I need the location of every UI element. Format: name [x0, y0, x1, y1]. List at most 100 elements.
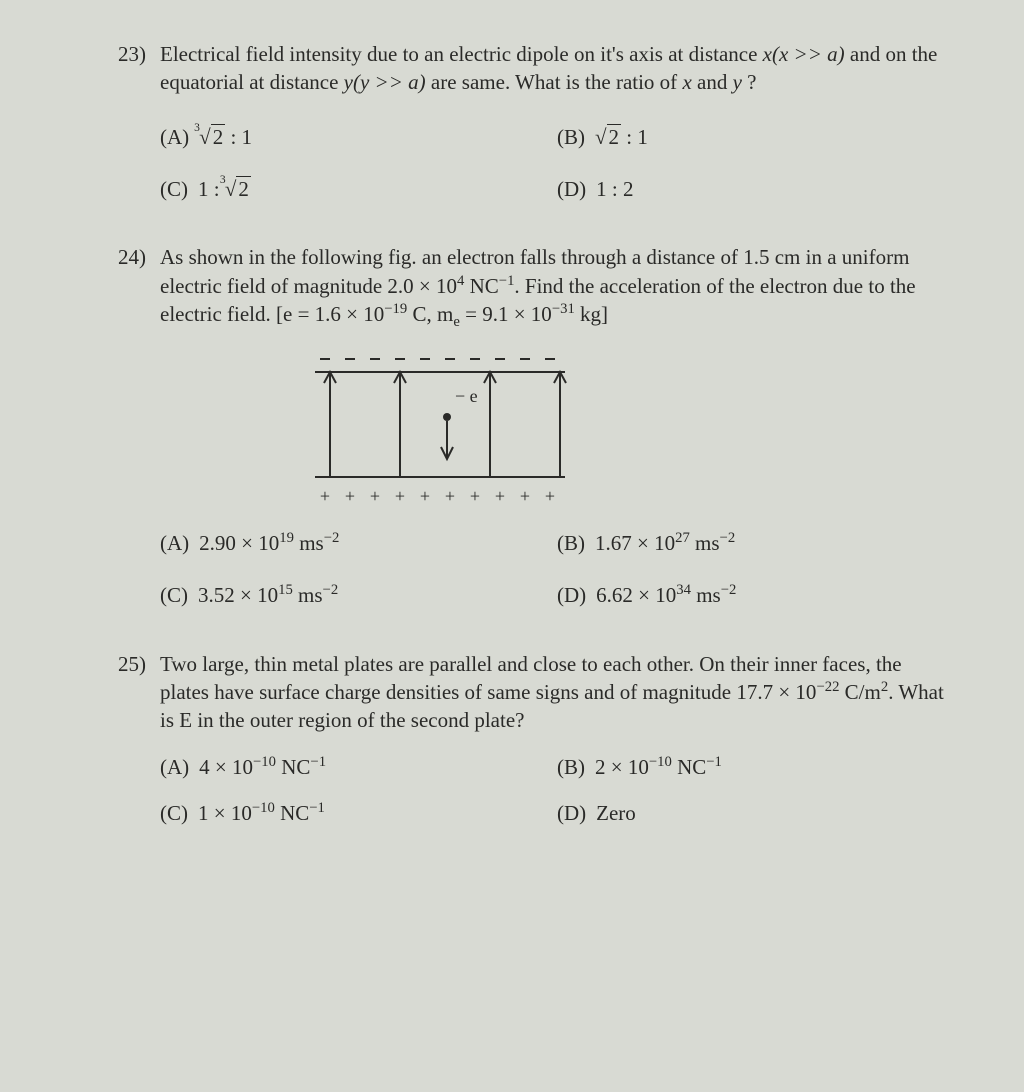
svg-text:+: +	[445, 486, 455, 506]
electron-field-figure: + + + + + + + + + + − e	[300, 347, 954, 517]
q24-option-c: (C) 3.52 × 1015 ms−2	[160, 581, 557, 609]
q24-optA-label: (A)	[160, 529, 189, 557]
q25-optC-exp: −10	[252, 800, 275, 816]
q25-optD-label: (D)	[557, 799, 586, 827]
q24-optC-label: (C)	[160, 581, 188, 609]
q24-t5: = 9.1 × 10	[460, 302, 552, 326]
q25-expm22: −22	[816, 679, 839, 695]
q23-yvar: y	[733, 70, 742, 94]
q24-optC-exp: 15	[278, 582, 293, 598]
q23-optC-label: (C)	[160, 175, 188, 203]
q25-optB-unit: NC	[672, 755, 706, 779]
q25-optA-uexp: −1	[310, 754, 326, 770]
exam-page: 23) Electrical field intensity due to an…	[0, 0, 1024, 908]
svg-text:+: +	[470, 486, 480, 506]
q25-option-a: (A) 4 × 10−10 NC−1	[160, 753, 557, 781]
q24-optD-label: (D)	[557, 581, 586, 609]
q23-optA-root: 2	[211, 124, 226, 149]
q23-option-d: (D) 1 : 2	[557, 175, 954, 203]
q25-t1: Two large, thin metal plates are paralle…	[160, 652, 902, 704]
q24-optA-mant: 2.90 × 10	[199, 531, 279, 555]
q24-text: As shown in the following fig. an electr…	[160, 243, 954, 333]
svg-text:+: +	[545, 486, 555, 506]
fig-e-label: − e	[455, 386, 478, 406]
q24-number: 24)	[100, 243, 146, 333]
q24-optB-uexp: −2	[720, 530, 736, 546]
q23-option-a: (A) √2 : 1	[160, 123, 557, 151]
q25-optC-label: (C)	[160, 799, 188, 827]
q25-optA-mant: 4 × 10	[199, 755, 253, 779]
q24-optC-mant: 3.52 × 10	[198, 583, 278, 607]
q23-optB-suffix: : 1	[626, 125, 648, 149]
q24-optC-unit: ms	[293, 583, 323, 607]
question-23: 23) Electrical field intensity due to an…	[100, 40, 954, 203]
q24-optC-uexp: −2	[323, 582, 339, 598]
q23-number: 23)	[100, 40, 146, 97]
q24-option-a: (A) 2.90 × 1019 ms−2	[160, 529, 557, 557]
q24-t6: kg]	[575, 302, 608, 326]
q25-text: Two large, thin metal plates are paralle…	[160, 650, 954, 735]
q25-optC-unit: NC	[275, 801, 309, 825]
q24-optA-uexp: −2	[324, 530, 340, 546]
q25-optA-label: (A)	[160, 753, 189, 781]
figure-svg: + + + + + + + + + + − e	[300, 347, 600, 517]
q23-x-expr: x(x >> a)	[763, 42, 845, 66]
svg-text:+: +	[520, 486, 530, 506]
q23-optB-root: 2	[607, 124, 622, 149]
q25-optC-uexp: −1	[309, 800, 325, 816]
q25-optD-value: Zero	[596, 799, 636, 827]
q24-optD-uexp: −2	[721, 582, 737, 598]
q25-optB-uexp: −1	[706, 754, 722, 770]
q25-optB-mant: 2 × 10	[595, 755, 649, 779]
q23-optD-label: (D)	[557, 175, 586, 203]
q23-text: Electrical field intensity due to an ele…	[160, 40, 954, 97]
q25-optB-label: (B)	[557, 753, 585, 781]
q23-optA-suffix: : 1	[230, 125, 252, 149]
q23-line1: Electrical field intensity due to an ele…	[160, 42, 763, 66]
question-25: 25) Two large, thin metal plates are par…	[100, 650, 954, 828]
q23-qmark: ?	[747, 70, 756, 94]
q25-optB-exp: −10	[649, 754, 672, 770]
q24-t4: C, m	[407, 302, 453, 326]
q24-optB-label: (B)	[557, 529, 585, 557]
q23-xvar: x	[682, 70, 691, 94]
q25-optA-unit: NC	[276, 755, 310, 779]
q23-y-expr: y(y >> a)	[344, 70, 426, 94]
q25-number: 25)	[100, 650, 146, 735]
q24-optA-exp: 19	[279, 530, 294, 546]
q24-option-d: (D) 6.62 × 1034 ms−2	[557, 581, 954, 609]
svg-text:+: +	[320, 486, 330, 506]
q24-expm1: −1	[499, 273, 515, 289]
q24-option-b: (B) 1.67 × 1027 ms−2	[557, 529, 954, 557]
q25-option-b: (B) 2 × 10−10 NC−1	[557, 753, 954, 781]
q24-t2: NC	[464, 274, 498, 298]
q24-expm19: −19	[384, 301, 407, 317]
svg-text:+: +	[495, 486, 505, 506]
svg-text:+: +	[345, 486, 355, 506]
q24-optD-exp: 34	[676, 582, 691, 598]
q24-optD-unit: ms	[691, 583, 721, 607]
svg-text:+: +	[370, 486, 380, 506]
q23-optA-label: (A)	[160, 123, 189, 151]
q24-optA-unit: ms	[294, 531, 324, 555]
q25-t2: C/m	[839, 680, 880, 704]
q25-optC-mant: 1 × 10	[198, 801, 252, 825]
q25-option-c: (C) 1 × 10−10 NC−1	[160, 799, 557, 827]
svg-text:+: +	[420, 486, 430, 506]
q25-option-d: (D) Zero	[557, 799, 954, 827]
svg-text:+: +	[395, 486, 405, 506]
q23-option-b: (B) √2 : 1	[557, 123, 954, 151]
q24-optB-unit: ms	[690, 531, 720, 555]
q24-optD-mant: 6.62 × 10	[596, 583, 676, 607]
q23-optB-label: (B)	[557, 123, 585, 151]
q23-optD-value: 1 : 2	[596, 175, 633, 203]
q23-optC-root: 2	[236, 176, 251, 201]
q24-optB-mant: 1.67 × 10	[595, 531, 675, 555]
q23-option-c: (C) 1 : √2	[160, 175, 557, 203]
q23-line3: are same. What is the ratio of	[431, 70, 683, 94]
q23-and: and	[697, 70, 733, 94]
question-24: 24) As shown in the following fig. an el…	[100, 243, 954, 609]
q24-expm31: −31	[552, 301, 575, 317]
q25-optA-exp: −10	[253, 754, 276, 770]
q24-optB-exp: 27	[675, 530, 690, 546]
